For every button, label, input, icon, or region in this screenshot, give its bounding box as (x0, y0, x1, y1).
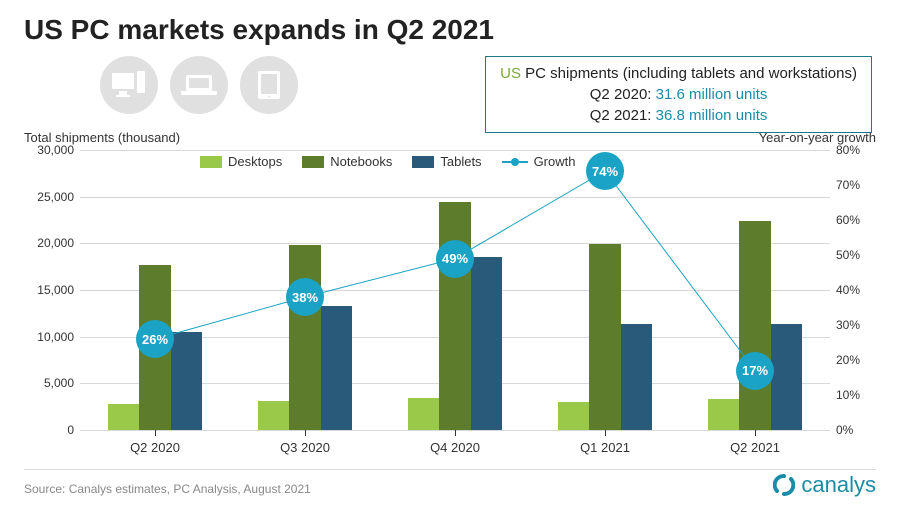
y-right-tick-label: 70% (836, 178, 860, 192)
desktop-icon (100, 56, 158, 114)
y-left-tick-label: 15,000 (37, 283, 74, 297)
y-right-tick-label: 0% (836, 423, 853, 437)
y-left-tick-label: 10,000 (37, 330, 74, 344)
x-tick (155, 430, 156, 436)
device-icons-row (100, 56, 298, 114)
summary-line3: Q2 2021: 36.8 million units (500, 105, 857, 126)
y-right-tick-label: 10% (836, 388, 860, 402)
y-right-tick-label: 50% (836, 248, 860, 262)
y-right-tick-label: 80% (836, 143, 860, 157)
growth-marker: 49% (436, 240, 474, 278)
legend-item: Notebooks (302, 154, 392, 169)
y-right-tick-label: 20% (836, 353, 860, 367)
y-left-tick-label: 0 (67, 423, 74, 437)
chart-plot: DesktopsNotebooksTabletsGrowth 05,00010,… (80, 150, 830, 430)
y-left-tick-label: 30,000 (37, 143, 74, 157)
summary-line1: US PC shipments (including tablets and w… (500, 63, 857, 84)
growth-marker: 26% (136, 320, 174, 358)
x-tick-label: Q4 2020 (430, 440, 480, 455)
y-right-tick-label: 60% (836, 213, 860, 227)
brand-logo: canalys (773, 472, 876, 498)
laptop-icon (170, 56, 228, 114)
legend-label: Desktops (228, 154, 282, 169)
y-left-tick-label: 25,000 (37, 190, 74, 204)
source-text: Source: Canalys estimates, PC Analysis, … (24, 482, 311, 496)
x-tick-label: Q2 2021 (730, 440, 780, 455)
x-tick (605, 430, 606, 436)
x-tick-label: Q2 2020 (130, 440, 180, 455)
brand-icon (773, 474, 795, 496)
brand-text: canalys (801, 472, 876, 498)
legend-item: Tablets (412, 154, 481, 169)
x-tick (755, 430, 756, 436)
x-tick-label: Q3 2020 (280, 440, 330, 455)
y-right-tick-label: 30% (836, 318, 860, 332)
legend-label: Tablets (440, 154, 481, 169)
legend-item: Desktops (200, 154, 282, 169)
legend-swatch (302, 156, 324, 168)
x-tick (455, 430, 456, 436)
page-title: US PC markets expands in Q2 2021 (0, 0, 900, 46)
legend-swatch (412, 156, 434, 168)
chart-legend: Desktops Notebooks Tablets Growth (200, 154, 575, 169)
chart-area: Total shipments (thousand) Year-on-year … (24, 130, 876, 458)
legend-label: Growth (534, 154, 576, 169)
growth-marker: 17% (736, 352, 774, 390)
y-left-tick-label: 20,000 (37, 236, 74, 250)
legend-swatch (200, 156, 222, 168)
y-left-tick-label: 5,000 (44, 376, 74, 390)
x-tick (305, 430, 306, 436)
growth-marker: 74% (586, 152, 624, 190)
growth-line (80, 150, 830, 430)
x-tick-label: Q1 2021 (580, 440, 630, 455)
tablet-icon (240, 56, 298, 114)
footer-divider (24, 469, 876, 470)
legend-swatch (502, 161, 528, 163)
y-right-tick-label: 40% (836, 283, 860, 297)
summary-box: US PC shipments (including tablets and w… (485, 56, 872, 133)
legend-label: Notebooks (330, 154, 392, 169)
summary-line2: Q2 2020: 31.6 million units (500, 84, 857, 105)
legend-item: Growth (502, 154, 576, 169)
growth-marker: 38% (286, 278, 324, 316)
